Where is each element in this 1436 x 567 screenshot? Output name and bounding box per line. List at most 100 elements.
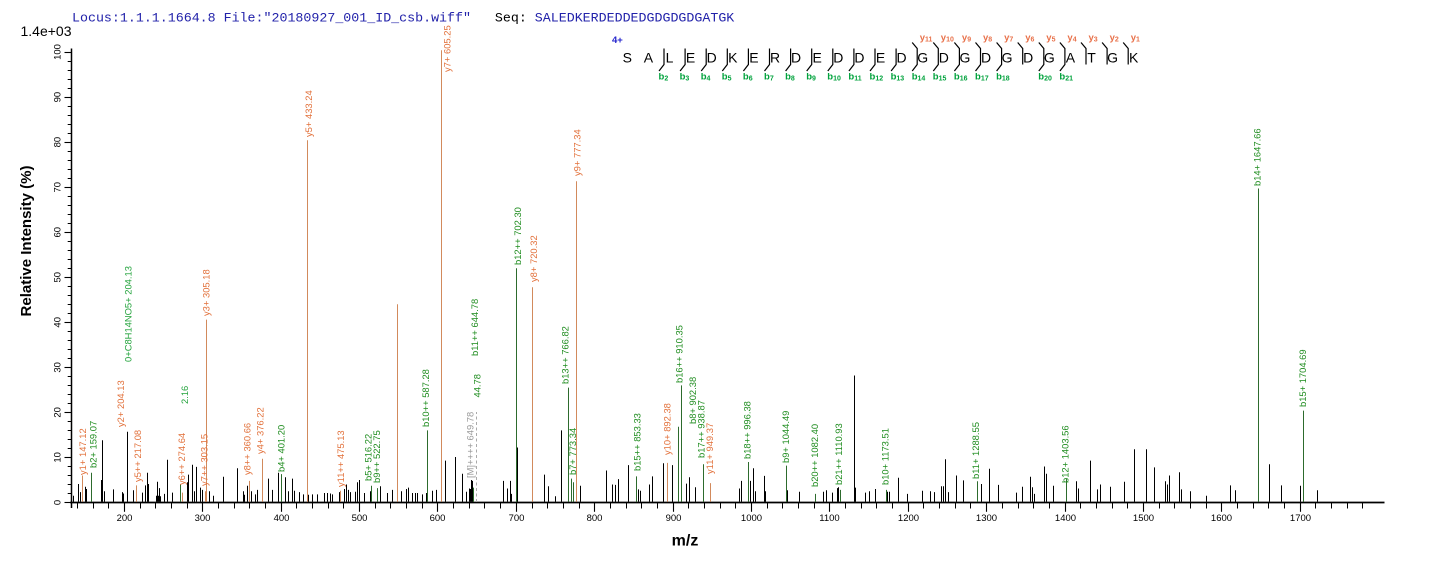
svg-text:y2: y2 [1110, 33, 1119, 44]
svg-text:E: E [876, 50, 885, 66]
svg-text:y11++ 475.13: y11++ 475.13 [335, 430, 346, 487]
svg-text:D: D [854, 50, 864, 66]
svg-text:b4: b4 [701, 72, 711, 83]
svg-text:b12: b12 [870, 72, 884, 83]
svg-text:D: D [981, 50, 991, 66]
svg-text:E: E [749, 50, 758, 66]
svg-text:b8: b8 [785, 72, 795, 83]
svg-text:y5+ 433.24: y5+ 433.24 [303, 90, 314, 137]
svg-text:y7: y7 [1004, 33, 1013, 44]
svg-text:y10+ 892.38: y10+ 892.38 [661, 403, 672, 455]
svg-text:44.78: 44.78 [471, 374, 482, 397]
svg-text:G: G [959, 50, 970, 66]
svg-text:D: D [791, 50, 801, 66]
svg-text:y5++ 217.08: y5++ 217.08 [132, 430, 143, 482]
svg-text:b13++ 766.82: b13++ 766.82 [559, 326, 570, 384]
svg-text:1700: 1700 [1290, 513, 1311, 524]
svg-text:y2+ 204.13: y2+ 204.13 [115, 380, 126, 427]
svg-text:20: 20 [53, 407, 64, 418]
svg-text:G: G [1107, 50, 1118, 66]
svg-text:b11: b11 [848, 72, 861, 83]
svg-text:D: D [897, 50, 907, 66]
svg-text:E: E [686, 50, 695, 66]
svg-text:700: 700 [509, 513, 525, 524]
svg-text:b7+ 773.34: b7+ 773.34 [567, 428, 578, 475]
svg-text:y5: y5 [1046, 33, 1055, 44]
svg-text:G: G [1044, 50, 1055, 66]
svg-text:K: K [1129, 50, 1139, 66]
svg-text:y1+ 147.12: y1+ 147.12 [77, 428, 88, 475]
svg-text:R: R [770, 50, 780, 66]
svg-text:b15: b15 [933, 72, 947, 83]
svg-text:300: 300 [195, 513, 211, 524]
svg-text:b6: b6 [743, 72, 753, 83]
svg-text:K: K [728, 50, 738, 66]
svg-text:90: 90 [53, 92, 64, 103]
svg-text:y10: y10 [941, 33, 954, 44]
svg-text:y3: y3 [1089, 33, 1098, 44]
svg-text:b21: b21 [1059, 72, 1073, 83]
svg-text:60: 60 [53, 227, 64, 238]
svg-text:b21++ 1110.93: b21++ 1110.93 [833, 423, 844, 485]
svg-text:y6++ 274.64: y6++ 274.64 [176, 433, 187, 485]
svg-text:G: G [1002, 50, 1013, 66]
svg-text:100: 100 [53, 44, 64, 60]
svg-text:E: E [813, 50, 822, 66]
svg-text:b8+ 902.38: b8+ 902.38 [687, 377, 698, 424]
svg-text:y9: y9 [962, 33, 971, 44]
svg-text:1300: 1300 [976, 513, 997, 524]
svg-text:b2+ 159.07: b2+ 159.07 [87, 421, 98, 468]
svg-text:2.16: 2.16 [179, 386, 190, 404]
svg-text:y7++ 303.15: y7++ 303.15 [198, 434, 209, 486]
svg-text:b12+ 1403.56: b12+ 1403.56 [1059, 425, 1070, 483]
svg-text:b14+ 1647.66: b14+ 1647.66 [1251, 128, 1262, 186]
svg-text:b18: b18 [996, 72, 1010, 83]
svg-text:b2: b2 [659, 72, 669, 83]
svg-text:b18++ 996.38: b18++ 996.38 [742, 401, 753, 459]
svg-text:y8: y8 [983, 33, 992, 44]
svg-text:1500: 1500 [1133, 513, 1154, 524]
svg-text:y11+ 949.37: y11+ 949.37 [704, 423, 715, 474]
svg-text:1200: 1200 [898, 513, 919, 524]
svg-text:10: 10 [53, 452, 64, 463]
svg-text:y4: y4 [1067, 33, 1076, 44]
svg-text:b10: b10 [827, 72, 841, 83]
svg-text:1000: 1000 [741, 513, 762, 524]
svg-text:b13: b13 [891, 72, 905, 83]
svg-text:1600: 1600 [1211, 513, 1232, 524]
svg-text:b16++ 910.35: b16++ 910.35 [673, 325, 684, 383]
svg-text:[M]++++ 649.78: [M]++++ 649.78 [464, 412, 475, 478]
svg-text:30: 30 [53, 362, 64, 373]
svg-text:b9++ 522.75: b9++ 522.75 [371, 430, 382, 483]
svg-text:D: D [833, 50, 843, 66]
svg-text:Relative Intensity (%): Relative Intensity (%) [18, 166, 35, 317]
svg-text:b5+ 516.22: b5+ 516.22 [362, 434, 373, 481]
svg-text:900: 900 [666, 513, 682, 524]
svg-text:b12++ 702.30: b12++ 702.30 [512, 207, 523, 265]
svg-text:b9+ 1044.49: b9+ 1044.49 [780, 411, 791, 463]
svg-text:b9: b9 [806, 72, 816, 83]
svg-text:y8+ 720.32: y8+ 720.32 [528, 235, 539, 282]
svg-text:A: A [1066, 50, 1076, 66]
svg-text:SALEDKERDEDDEDGDGDGDGATGK: SALEDKERDEDDEDGDGDGDGATGK [535, 11, 735, 26]
svg-text:200: 200 [117, 513, 133, 524]
svg-text:b16: b16 [954, 72, 968, 83]
svg-text:b11+ 1288.55: b11+ 1288.55 [970, 422, 981, 479]
svg-text:500: 500 [352, 513, 368, 524]
svg-text:y6: y6 [1025, 33, 1034, 44]
svg-text:400: 400 [274, 513, 290, 524]
svg-text:40: 40 [53, 317, 64, 328]
svg-text:D: D [939, 50, 949, 66]
svg-text:y4+ 376.22: y4+ 376.22 [255, 407, 266, 454]
svg-text:y7+ 605.25: y7+ 605.25 [441, 25, 452, 72]
svg-text:b17: b17 [975, 72, 989, 83]
svg-text:m/z: m/z [672, 533, 699, 550]
svg-text:b5: b5 [722, 72, 732, 83]
svg-text:50: 50 [53, 272, 64, 283]
svg-text:800: 800 [587, 513, 603, 524]
svg-text:D: D [1023, 50, 1033, 66]
svg-text:S: S [623, 50, 632, 66]
svg-text:D: D [707, 50, 717, 66]
svg-text:b15+ 1704.69: b15+ 1704.69 [1297, 349, 1308, 407]
svg-text:y9+ 777.34: y9+ 777.34 [571, 129, 582, 176]
